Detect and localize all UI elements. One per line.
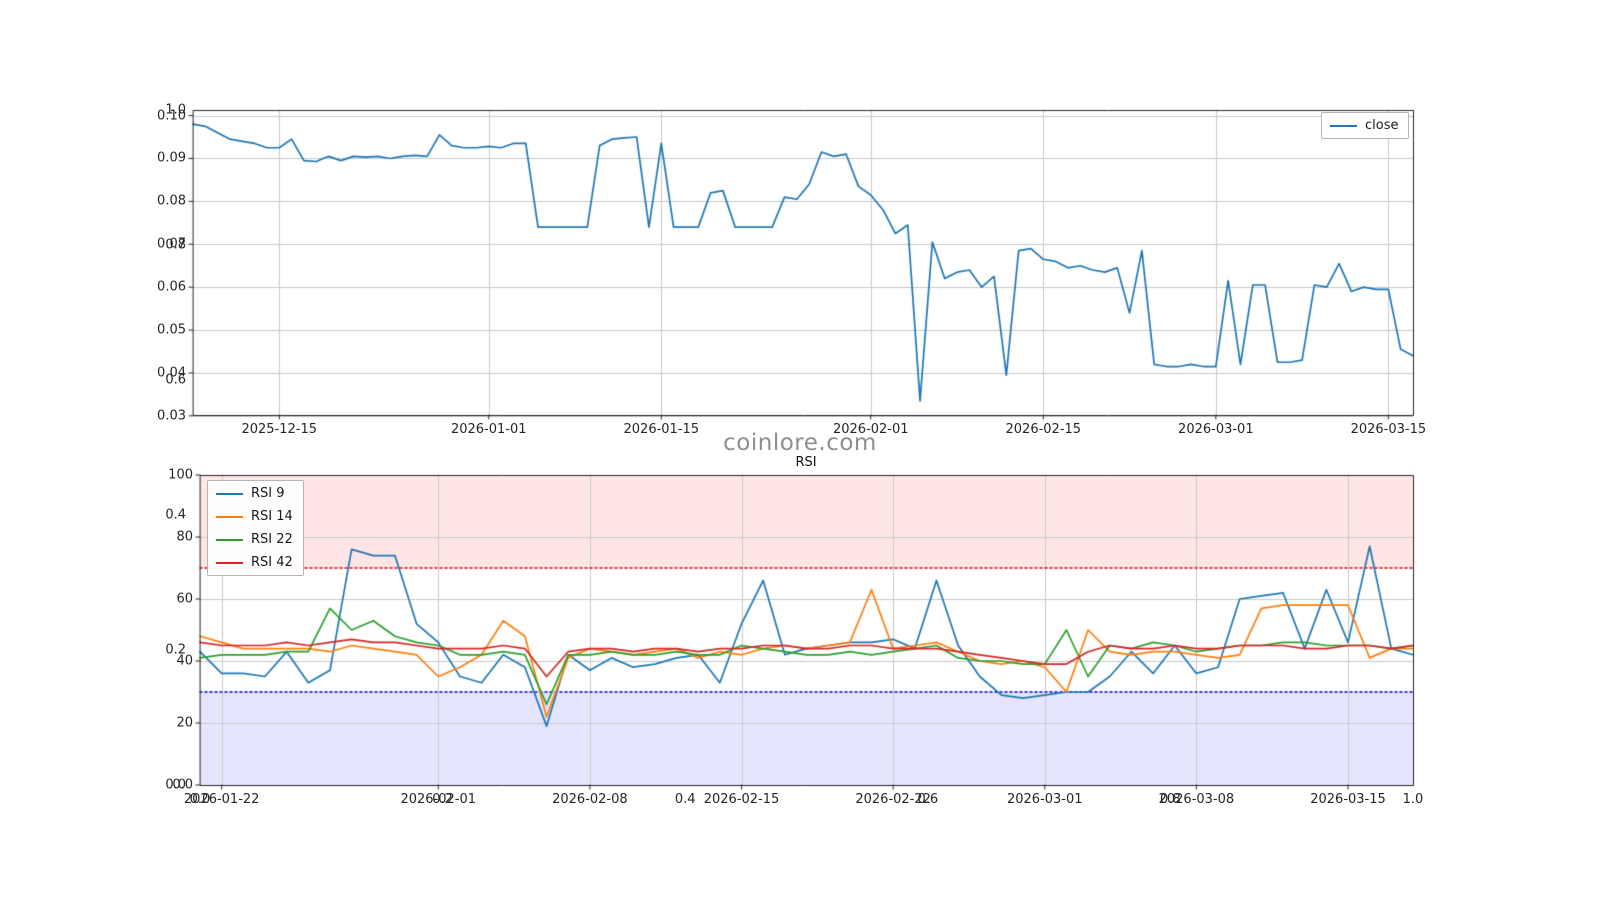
legend-entry-rsi14: RSI 14 [216, 509, 293, 524]
rsi-chart-title: RSI [795, 455, 817, 470]
legend-entry-rsi42: RSI 42 [216, 555, 293, 570]
legend-entry-rsi9: RSI 9 [216, 486, 293, 501]
watermark: coinlore.com [723, 430, 877, 456]
rsi14-line-sample-icon [216, 515, 243, 518]
rsi22-line-sample-icon [216, 538, 243, 541]
close-line-sample-icon [1330, 124, 1357, 127]
legend-label-rsi42: RSI 42 [251, 555, 293, 570]
legend-entry-rsi22: RSI 22 [216, 532, 293, 547]
legend-label-close: close [1365, 118, 1399, 133]
rsi-legend: RSI 9 RSI 14 RSI 22 RSI 42 [207, 480, 304, 576]
legend-label-rsi14: RSI 14 [251, 509, 293, 524]
price-legend: close [1321, 112, 1410, 139]
rsi42-line-sample-icon [216, 561, 243, 564]
legend-label-rsi9: RSI 9 [251, 486, 285, 501]
rsi9-line-sample-icon [216, 492, 243, 495]
legend-entry-close: close [1330, 118, 1398, 133]
legend-label-rsi22: RSI 22 [251, 532, 293, 547]
